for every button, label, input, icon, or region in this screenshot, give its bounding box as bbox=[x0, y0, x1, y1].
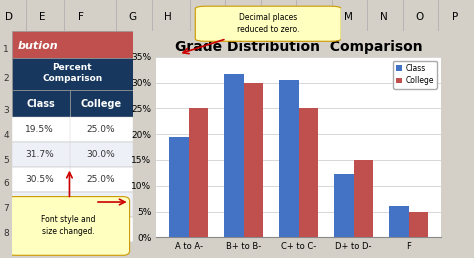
FancyBboxPatch shape bbox=[12, 217, 133, 242]
Text: 2: 2 bbox=[3, 74, 9, 83]
Text: 7: 7 bbox=[3, 204, 9, 213]
Text: Percent
Comparison: Percent Comparison bbox=[42, 63, 102, 83]
FancyBboxPatch shape bbox=[12, 192, 133, 217]
FancyBboxPatch shape bbox=[12, 58, 133, 90]
Text: N: N bbox=[380, 12, 388, 22]
Bar bbox=[189, 108, 208, 237]
Bar bbox=[409, 212, 428, 237]
Bar bbox=[279, 80, 299, 237]
Text: 30.0%: 30.0% bbox=[86, 150, 115, 159]
Legend: Class, College: Class, College bbox=[393, 61, 437, 88]
FancyBboxPatch shape bbox=[8, 197, 129, 255]
Text: 30.5%: 30.5% bbox=[26, 175, 54, 184]
Text: 15.0%: 15.0% bbox=[86, 200, 115, 209]
Text: 25.0%: 25.0% bbox=[86, 125, 115, 134]
Text: 3: 3 bbox=[3, 106, 9, 115]
Text: 5.0%: 5.0% bbox=[91, 225, 115, 234]
Text: 8: 8 bbox=[3, 229, 9, 238]
Text: 6.1%: 6.1% bbox=[31, 225, 54, 234]
Text: Decimal places
reduced to zero.: Decimal places reduced to zero. bbox=[237, 13, 300, 34]
Text: P: P bbox=[452, 12, 458, 22]
Text: 1: 1 bbox=[3, 45, 9, 54]
Bar bbox=[224, 74, 244, 237]
FancyBboxPatch shape bbox=[12, 167, 133, 192]
Text: 19.5%: 19.5% bbox=[26, 125, 54, 134]
Text: O: O bbox=[415, 12, 424, 22]
Bar bbox=[354, 160, 373, 237]
Bar bbox=[334, 174, 354, 237]
Bar bbox=[389, 206, 409, 237]
Text: F: F bbox=[78, 12, 83, 22]
Title: Grade Distribution  Comparison: Grade Distribution Comparison bbox=[175, 40, 422, 54]
Text: 4: 4 bbox=[3, 131, 9, 140]
Text: Font style and
size changed.: Font style and size changed. bbox=[41, 215, 95, 236]
Bar bbox=[244, 83, 263, 237]
Text: College: College bbox=[81, 99, 122, 109]
Text: 31.7%: 31.7% bbox=[26, 150, 54, 159]
FancyBboxPatch shape bbox=[12, 90, 70, 117]
Bar bbox=[299, 108, 318, 237]
Text: 12.2%: 12.2% bbox=[26, 200, 54, 209]
Text: L: L bbox=[310, 12, 316, 22]
FancyBboxPatch shape bbox=[12, 142, 133, 167]
Bar bbox=[169, 137, 189, 237]
Text: 5: 5 bbox=[3, 156, 9, 165]
FancyBboxPatch shape bbox=[12, 31, 133, 58]
Text: M: M bbox=[344, 12, 353, 22]
Text: Class: Class bbox=[27, 99, 55, 109]
Text: K: K bbox=[274, 12, 281, 22]
Text: G: G bbox=[128, 12, 137, 22]
Text: bution: bution bbox=[18, 41, 58, 51]
Text: D: D bbox=[6, 12, 13, 22]
Text: 6: 6 bbox=[3, 179, 9, 188]
FancyBboxPatch shape bbox=[70, 90, 133, 117]
FancyBboxPatch shape bbox=[195, 6, 341, 41]
Text: H: H bbox=[164, 12, 172, 22]
FancyBboxPatch shape bbox=[12, 117, 133, 142]
Text: 25.0%: 25.0% bbox=[86, 175, 115, 184]
Text: I: I bbox=[205, 12, 208, 22]
Text: E: E bbox=[39, 12, 46, 22]
Text: J: J bbox=[240, 12, 243, 22]
